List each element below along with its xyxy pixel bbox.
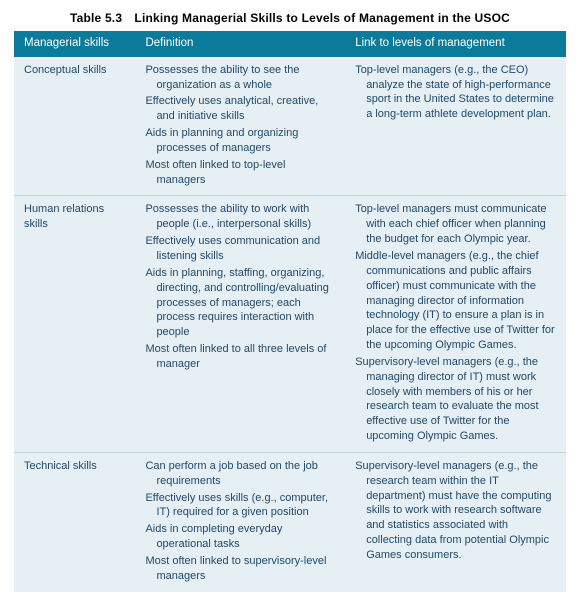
definition-item: Can perform a job based on the job requi…: [145, 459, 335, 489]
definition-item: Possesses the ability to work with peopl…: [145, 202, 335, 232]
definition-item: Effectively uses communication and liste…: [145, 234, 335, 264]
definition-item: Effectively uses skills (e.g., computer,…: [145, 491, 335, 521]
definition-item: Aids in planning and organizing processe…: [145, 126, 335, 156]
col-header-definition: Definition: [135, 31, 345, 57]
link-item: Middle-level managers (e.g., the chief c…: [355, 249, 556, 353]
skill-name-cell: Technical skills: [14, 452, 135, 591]
definition-item: Aids in completing everyday operational …: [145, 522, 335, 552]
table-row: Technical skills Can perform a job based …: [14, 452, 566, 591]
link-cell: Supervisory-level managers (e.g., the re…: [345, 452, 566, 591]
link-cell: Top-level managers (e.g., the CEO) analy…: [345, 57, 566, 196]
table-row: Human relations skills Possesses the abil…: [14, 196, 566, 453]
link-item: Top-level managers (e.g., the CEO) analy…: [355, 63, 556, 122]
definition-item: Aids in planning, staffing, organizing, …: [145, 266, 335, 340]
table-body: Conceptual skills Possesses the ability t…: [14, 57, 566, 592]
link-item: Top-level managers must communicate with…: [355, 202, 556, 247]
link-item: Supervisory-level managers (e.g., the re…: [355, 459, 556, 563]
definition-item: Most often linked to top-level managers: [145, 158, 335, 188]
definition-item: Most often linked to all three levels of…: [145, 342, 335, 372]
col-header-link: Link to levels of management: [345, 31, 566, 57]
link-item: Supervisory-level managers (e.g., the ma…: [355, 355, 556, 444]
skill-name-cell: Conceptual skills: [14, 57, 135, 196]
skill-name-cell: Human relations skills: [14, 196, 135, 453]
definition-cell: Possesses the ability to work with peopl…: [135, 196, 345, 453]
table-title: Table 5.3 Linking Managerial Skills to L…: [14, 10, 566, 26]
skills-table: Managerial skills Definition Link to lev…: [14, 31, 566, 592]
definition-item: Effectively uses analytical, creative, a…: [145, 94, 335, 124]
definition-item: Most often linked to supervisory-level m…: [145, 554, 335, 584]
link-cell: Top-level managers must communicate with…: [345, 196, 566, 453]
table-row: Conceptual skills Possesses the ability t…: [14, 57, 566, 196]
definition-cell: Can perform a job based on the job requi…: [135, 452, 345, 591]
header-row: Managerial skills Definition Link to lev…: [14, 31, 566, 57]
col-header-skills: Managerial skills: [14, 31, 135, 57]
definition-cell: Possesses the ability to see the organiz…: [135, 57, 345, 196]
definition-item: Possesses the ability to see the organiz…: [145, 63, 335, 93]
